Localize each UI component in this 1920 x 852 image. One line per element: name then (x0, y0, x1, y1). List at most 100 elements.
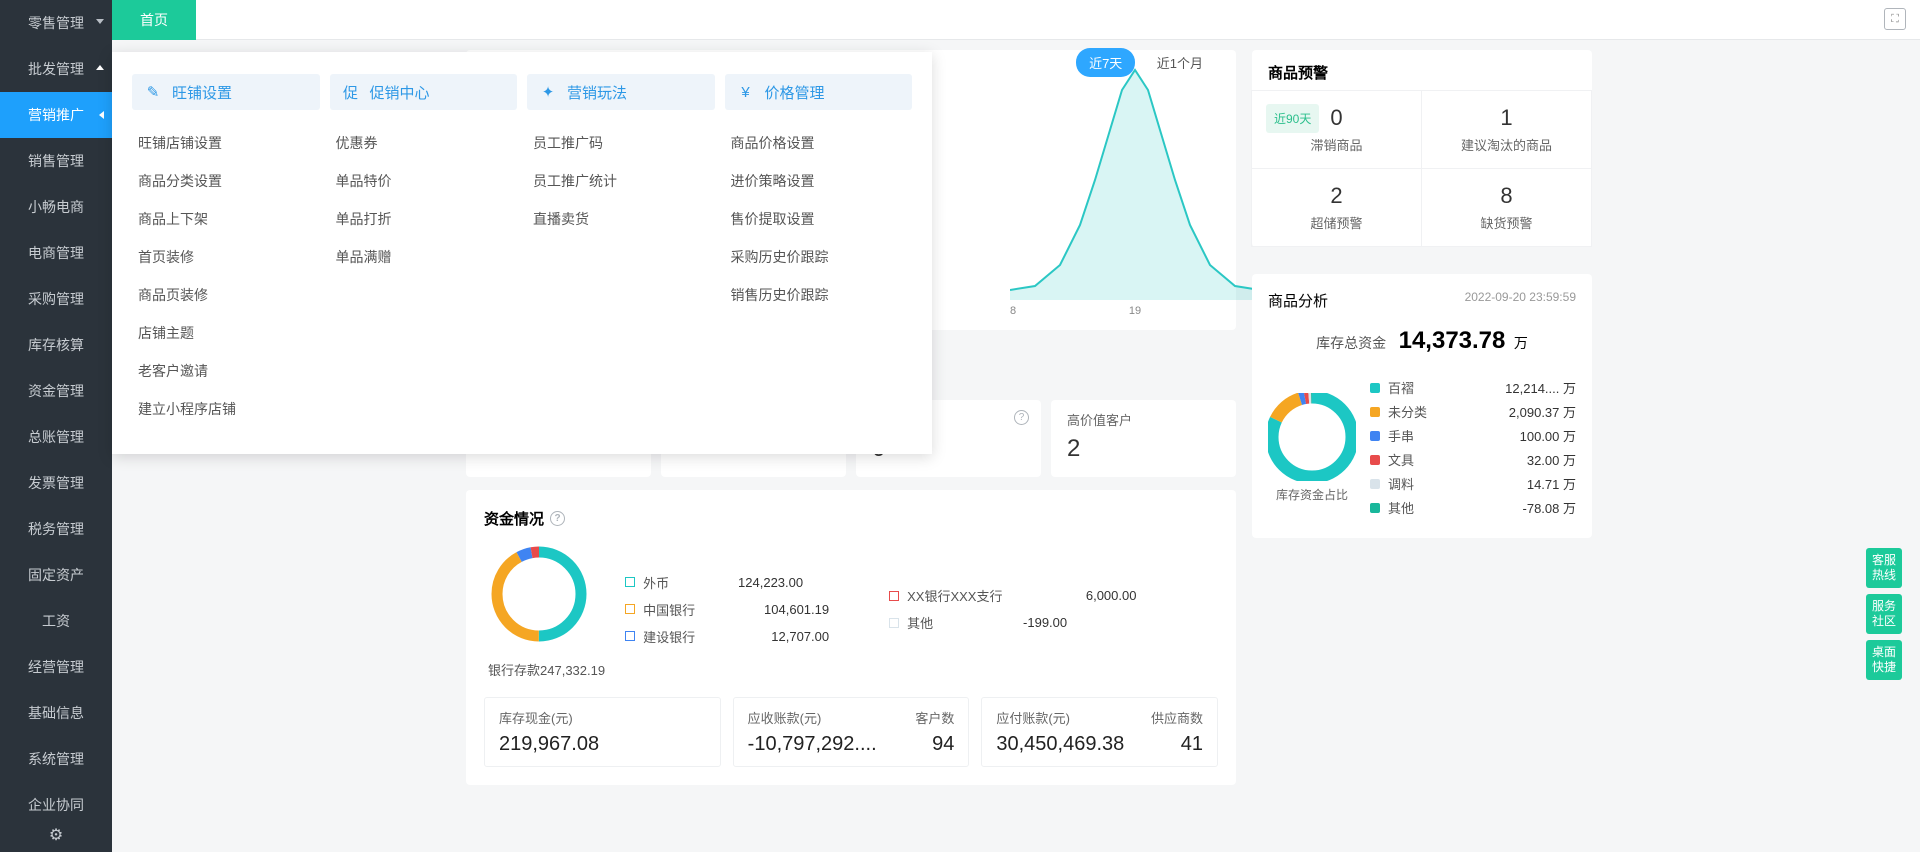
flyout-item[interactable]: 商品上下架 (132, 200, 320, 238)
funds-stat-header: 库存现金(元) (499, 708, 706, 727)
flyout-item[interactable]: 商品分类设置 (132, 162, 320, 200)
funds-stat-header: 应付账款(元)供应商数 (996, 708, 1203, 727)
flyout-item[interactable]: 单品特价 (330, 162, 518, 200)
flyout-item[interactable]: 售价提取设置 (725, 200, 913, 238)
sidebar-item-4[interactable]: 小畅电商 (0, 184, 112, 230)
funds-stat-value-a: 30,450,469.38 (996, 733, 1124, 756)
funds-stat-card-1[interactable]: 应收账款(元)客户数-10,797,292....94 (733, 697, 970, 767)
alert-label: 建议淘汰的商品 (1422, 135, 1591, 154)
help-icon[interactable]: ? (1014, 410, 1029, 425)
product-alert-card: 商品预警 近90天 0滞销商品1建议淘汰的商品2超储预警8缺货预警 (1252, 50, 1592, 247)
floating-side-tags: 客服热线服务社区桌面快捷 (1866, 548, 1902, 686)
legend-color-swatch (1370, 383, 1380, 393)
funds-legend-row: 其他-199.00 (889, 613, 1136, 632)
funds-caption-value: 247,332.19 (540, 663, 605, 678)
legend-value: 104,601.19 (719, 602, 829, 617)
sidebar-item-15[interactable]: 基础信息 (0, 690, 112, 736)
legend-color-swatch (1370, 407, 1380, 417)
analysis-legend-row: 调料14.71 万 (1370, 474, 1576, 493)
flyout-item[interactable]: 优惠券 (330, 124, 518, 162)
flyout-item[interactable]: 旺铺店铺设置 (132, 124, 320, 162)
legend-value: 14.71 万 (1448, 474, 1576, 493)
sidebar-item-10[interactable]: 发票管理 (0, 460, 112, 506)
sidebar-item-3[interactable]: 销售管理 (0, 138, 112, 184)
sidebar-item-5[interactable]: 电商管理 (0, 230, 112, 276)
sidebar-item-13[interactable]: 工资 (0, 598, 112, 644)
funds-stat-values: 219,967.08 (499, 733, 706, 756)
settings-gear-icon[interactable]: ⚙ (0, 820, 112, 852)
sidebar-item-2[interactable]: 营销推广 (0, 92, 112, 138)
legend-value: 12,707.00 (719, 629, 829, 644)
sidebar-item-1[interactable]: 批发管理 (0, 46, 112, 92)
chevron-left-icon (99, 111, 104, 119)
analysis-title: 商品分析 (1268, 290, 1328, 311)
flyout-item[interactable]: 商品页装修 (132, 276, 320, 314)
flyout-item[interactable]: 员工推广统计 (527, 162, 715, 200)
tab-home[interactable]: 首页 (112, 0, 196, 40)
funds-stat-label-b: 客户数 (915, 708, 954, 727)
customer-card-3[interactable]: 高价值客户2 (1051, 400, 1236, 477)
sidebar-item-12[interactable]: 固定资产 (0, 552, 112, 598)
help-icon[interactable]: ? (550, 511, 565, 526)
legend-color-swatch (1370, 503, 1380, 513)
svg-text:18: 18 (1010, 305, 1016, 317)
flyout-item[interactable]: 销售历史价跟踪 (725, 276, 913, 314)
legend-value: 2,090.37 万 (1448, 402, 1576, 421)
legend-color-swatch (889, 618, 899, 628)
analysis-legend-row: 百褶12,214.... 万 (1370, 378, 1576, 397)
alert-cell-1[interactable]: 1建议淘汰的商品 (1421, 90, 1592, 169)
flyout-item[interactable]: 老客户邀请 (132, 352, 320, 390)
funds-stat-label-a: 应付账款(元) (996, 708, 1070, 727)
float-tag-1[interactable]: 服务社区 (1866, 594, 1902, 634)
flyout-item[interactable]: 进价策略设置 (725, 162, 913, 200)
inventory-total-label: 库存总资金 (1316, 335, 1386, 351)
sidebar-item-16[interactable]: 系统管理 (0, 736, 112, 782)
flyout-item[interactable]: 店铺主题 (132, 314, 320, 352)
alert-label: 缺货预警 (1422, 213, 1591, 232)
float-tag-2[interactable]: 桌面快捷 (1866, 640, 1902, 680)
flyout-col-icon: ✎ (142, 81, 164, 103)
funds-legend-row: 外币124,223.00 (625, 573, 829, 592)
flyout-item[interactable]: 单品满赠 (330, 238, 518, 276)
sidebar-item-7[interactable]: 库存核算 (0, 322, 112, 368)
flyout-item[interactable]: 商品价格设置 (725, 124, 913, 162)
funds-stat-card-0[interactable]: 库存现金(元) 219,967.08 (484, 697, 721, 767)
sidebar-item-6[interactable]: 采购管理 (0, 276, 112, 322)
funds-card: 资金情况 ? 银行存款247,332.19 外币124,223.00中国银行10… (466, 490, 1236, 785)
flyout-col-2: ✦营销玩法员工推广码员工推广统计直播卖货 (527, 74, 715, 428)
alert-range-chip[interactable]: 近90天 (1266, 104, 1319, 133)
sidebar: 零售管理批发管理营销推广销售管理小畅电商电商管理采购管理库存核算资金管理总账管理… (0, 0, 112, 852)
sidebar-item-0[interactable]: 零售管理 (0, 0, 112, 46)
flyout-col-icon: ¥ (735, 81, 757, 103)
legend-color-swatch (625, 577, 635, 587)
legend-value: 6,000.00 (1026, 588, 1136, 603)
flyout-col-title: 价格管理 (765, 82, 825, 103)
flyout-col-header-3: ¥ 价格管理 (725, 74, 913, 110)
sidebar-item-11[interactable]: 税务管理 (0, 506, 112, 552)
flyout-item[interactable]: 首页装修 (132, 238, 320, 276)
fullscreen-icon[interactable]: ⛶ (1884, 8, 1906, 30)
sidebar-item-9[interactable]: 总账管理 (0, 414, 112, 460)
alert-cell-3[interactable]: 8缺货预警 (1421, 168, 1592, 247)
legend-color-swatch (625, 604, 635, 614)
float-tag-0[interactable]: 客服热线 (1866, 548, 1902, 588)
sidebar-item-8[interactable]: 资金管理 (0, 368, 112, 414)
flyout-item[interactable]: 建立小程序店铺 (132, 390, 320, 428)
alert-cell-2[interactable]: 2超储预警 (1251, 168, 1422, 247)
chevron-down-icon (96, 19, 104, 24)
flyout-item[interactable]: 直播卖货 (527, 200, 715, 238)
funds-legend-right: XX银行XXX支行6,000.00其他-199.00 (889, 578, 1136, 640)
legend-color-swatch (1370, 455, 1380, 465)
flyout-item[interactable]: 单品打折 (330, 200, 518, 238)
funds-stat-values: -10,797,292....94 (748, 733, 955, 756)
trend-chart: 181920 (1010, 60, 1270, 320)
alert-label: 滞销商品 (1252, 135, 1421, 154)
flyout-col-title: 促销中心 (370, 82, 430, 103)
flyout-item[interactable]: 员工推广码 (527, 124, 715, 162)
funds-caption: 银行存款247,332.19 (488, 660, 605, 679)
sidebar-item-14[interactable]: 经营管理 (0, 644, 112, 690)
legend-value: 124,223.00 (693, 575, 803, 590)
flyout-item[interactable]: 采购历史价跟踪 (725, 238, 913, 276)
funds-stat-card-2[interactable]: 应付账款(元)供应商数30,450,469.3841 (981, 697, 1218, 767)
funds-stat-label-a: 库存现金(元) (499, 708, 573, 727)
